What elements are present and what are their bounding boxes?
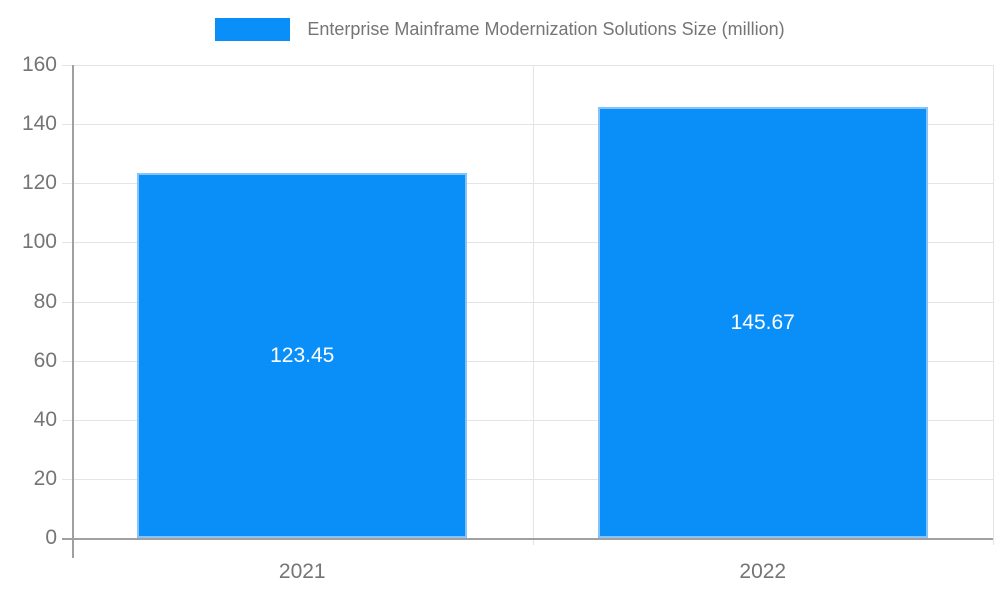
y-tick-label: 140 xyxy=(21,112,57,136)
bar-value-label: 123.45 xyxy=(270,343,335,367)
y-axis-tick xyxy=(62,242,72,244)
x-axis-tick xyxy=(532,538,534,545)
bar-value-label: 145.67 xyxy=(730,310,795,334)
y-axis-tick xyxy=(62,65,72,66)
y-axis-tick xyxy=(62,124,72,126)
legend-label: Enterprise Mainframe Modernization Solut… xyxy=(307,19,785,39)
gridline-vertical xyxy=(532,65,534,538)
x-axis-tick xyxy=(993,538,994,545)
legend-swatch xyxy=(215,18,291,41)
y-axis-tick xyxy=(62,419,72,421)
y-tick-label: 120 xyxy=(21,171,57,195)
y-tick-label: 60 xyxy=(33,348,57,372)
y-tick-label: 100 xyxy=(21,230,57,254)
y-axis-tick xyxy=(62,183,72,185)
x-tick-label: 2022 xyxy=(739,560,787,583)
x-axis-line xyxy=(62,538,993,540)
y-tick-label: 20 xyxy=(33,466,57,490)
bar: 123.45 xyxy=(137,173,468,538)
y-axis-tick xyxy=(62,478,72,480)
x-tick-label: 2021 xyxy=(278,560,326,583)
y-axis-tick xyxy=(62,360,72,362)
y-tick-label: 0 xyxy=(45,526,57,549)
legend: Enterprise Mainframe Modernization Solut… xyxy=(0,18,1000,41)
y-tick-label: 40 xyxy=(33,407,57,431)
gridline-vertical xyxy=(993,65,994,538)
y-tick-label: 160 xyxy=(21,53,57,76)
bar: 145.67 xyxy=(597,107,928,538)
y-tick-label: 80 xyxy=(33,289,57,313)
y-axis-line xyxy=(72,65,74,558)
y-axis-tick xyxy=(62,301,72,303)
